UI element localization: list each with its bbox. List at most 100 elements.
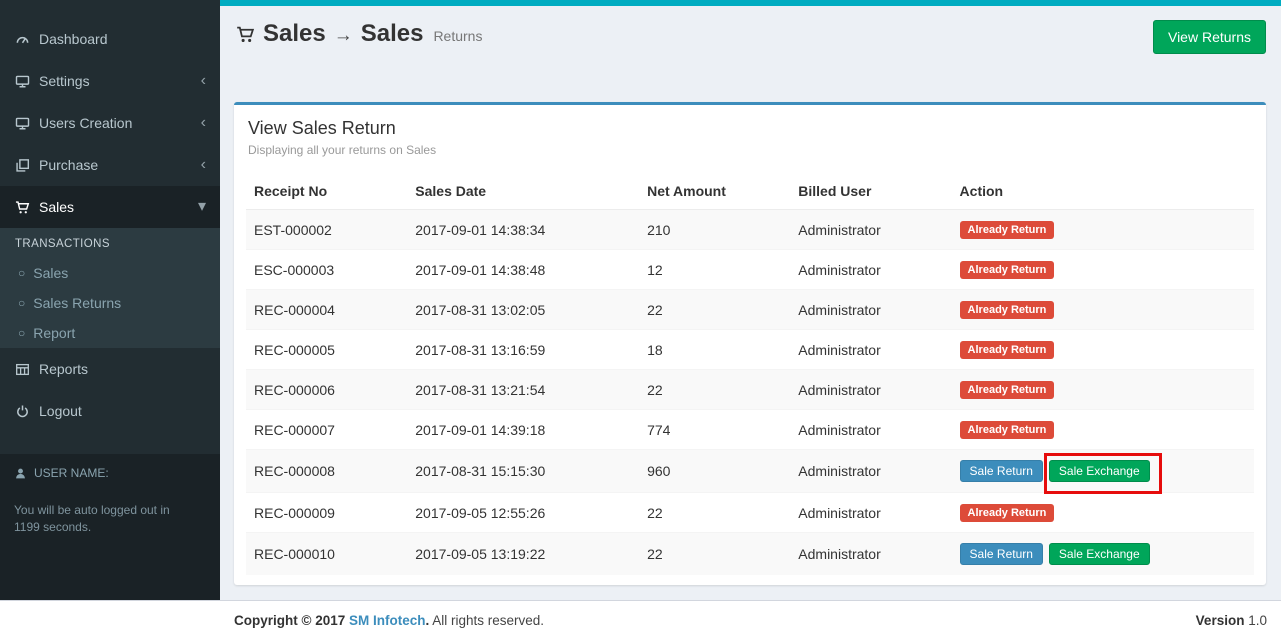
cell-billed-user: Administrator <box>790 449 952 493</box>
sidebar: Dashboard Settings ‹ Users Creation ‹ <box>0 0 220 600</box>
cell-sales-date: 2017-08-31 13:02:05 <box>407 289 640 330</box>
company-link[interactable]: SM Infotech <box>348 612 426 628</box>
sidebar-item-logout[interactable]: Logout <box>0 390 220 432</box>
cell-receipt-no: REC-000005 <box>246 329 408 370</box>
cell-sales-date: 2017-08-31 13:21:54 <box>407 369 640 410</box>
cell-sales-date: 2017-09-01 14:38:34 <box>407 209 640 250</box>
col-action: Action <box>951 173 1254 210</box>
cell-action: Already Return <box>951 289 1254 330</box>
cell-sales-date: 2017-09-05 12:55:26 <box>407 492 640 533</box>
sidebar-item-label: Dashboard <box>39 31 108 47</box>
monitor-icon <box>14 74 30 89</box>
cell-sales-date: 2017-09-01 14:39:18 <box>407 409 640 450</box>
cell-receipt-no: REC-000004 <box>246 289 408 330</box>
cell-sales-date: 2017-09-05 13:19:22 <box>407 532 640 575</box>
version-text: Version 1.0 <box>1195 612 1267 628</box>
cell-receipt-no: ESC-000003 <box>246 249 408 290</box>
cell-receipt-no: REC-000006 <box>246 369 408 410</box>
user-icon <box>14 467 27 480</box>
sale-exchange-button[interactable]: Sale Exchange <box>1048 543 1150 565</box>
sale-return-button[interactable]: Sale Return <box>959 543 1043 565</box>
breadcrumb-secondary: Sales <box>360 20 424 47</box>
col-net-amount: Net Amount <box>639 173 791 210</box>
sidebar-item-label: Purchase <box>39 157 99 173</box>
cell-billed-user: Administrator <box>790 409 952 450</box>
sales-return-table: Receipt No Sales Date Net Amount Billed … <box>246 173 1254 575</box>
content-header: Sales → Sales Returns View Returns <box>220 6 1281 54</box>
sidebar-item-label: Users Creation <box>39 115 133 131</box>
table-row: REC-000009 2017-09-05 12:55:26 22 Administr… <box>246 492 1254 533</box>
chevron-left-icon: ‹ <box>200 72 206 89</box>
sidebar-item-purchase[interactable]: Purchase ‹ <box>0 144 220 186</box>
sidebar-item-label: Reports <box>39 361 89 377</box>
cell-billed-user: Administrator <box>790 369 952 410</box>
circle-icon: ○ <box>18 266 26 280</box>
already-return-badge: Already Return <box>959 381 1055 399</box>
cell-action: Sale Return Sale Exchange <box>951 532 1254 575</box>
dashboard-icon <box>14 32 30 47</box>
table-icon <box>14 362 30 377</box>
cell-billed-user: Administrator <box>790 532 952 575</box>
chevron-left-icon: ‹ <box>200 156 206 173</box>
clone-icon <box>14 158 30 173</box>
cell-action: Already Return <box>951 329 1254 370</box>
sale-exchange-button[interactable]: Sale Exchange <box>1048 460 1150 482</box>
sidebar-item-label: Sales <box>39 199 75 215</box>
cell-action: Already Return <box>951 369 1254 410</box>
cell-action: Already Return <box>951 409 1254 450</box>
cell-action: Already Return <box>951 249 1254 290</box>
cell-net-amount: 774 <box>639 409 791 450</box>
chevron-down-icon: ▾ <box>197 198 206 215</box>
table-row: REC-000006 2017-08-31 13:21:54 22 Administr… <box>246 369 1254 410</box>
cell-sales-date: 2017-08-31 15:15:30 <box>407 449 640 493</box>
submenu-item-label: Report <box>33 325 76 341</box>
cell-billed-user: Administrator <box>790 492 952 533</box>
sidebar-item-settings[interactable]: Settings ‹ <box>0 60 220 102</box>
cell-net-amount: 210 <box>639 209 791 250</box>
sidebar-item-users-creation[interactable]: Users Creation ‹ <box>0 102 220 144</box>
submenu-header-transactions: TRANSACTIONS <box>15 238 110 250</box>
top-accent-strip <box>220 0 1281 6</box>
cell-receipt-no: EST-000002 <box>246 209 408 250</box>
table-row: REC-000010 2017-09-05 13:19:22 22 Administr… <box>246 532 1254 575</box>
cell-billed-user: Administrator <box>790 209 952 250</box>
sidebar-item-dashboard[interactable]: Dashboard <box>0 18 220 60</box>
sales-return-panel: View Sales Return Displaying all your re… <box>234 102 1266 585</box>
submenu-item-sales[interactable]: ○ Sales <box>0 258 220 288</box>
table-header-row: Receipt No Sales Date Net Amount Billed … <box>246 173 1254 210</box>
cell-receipt-no: REC-000008 <box>246 449 408 493</box>
auto-logout-notice: You will be auto logged out in 1199 seco… <box>14 503 170 534</box>
cell-net-amount: 18 <box>639 329 791 370</box>
cell-receipt-no: REC-000010 <box>246 532 408 575</box>
cell-receipt-no: REC-000007 <box>246 409 408 450</box>
already-return-badge: Already Return <box>959 221 1055 239</box>
cell-action: Already Return <box>951 492 1254 533</box>
submenu-item-report[interactable]: ○ Report <box>0 318 220 348</box>
table-row: REC-000008 2017-08-31 15:15:30 960 Administ… <box>246 449 1254 494</box>
cell-net-amount: 12 <box>639 249 791 290</box>
cell-billed-user: Administrator <box>790 329 952 370</box>
sidebar-item-sales[interactable]: Sales ▾ <box>0 186 220 228</box>
cell-net-amount: 22 <box>639 532 791 575</box>
page-title: Sales → Sales Returns <box>236 20 482 48</box>
cell-net-amount: 22 <box>639 492 791 533</box>
sales-submenu: TRANSACTIONS ○ Sales ○ Sales Returns ○ R… <box>0 228 220 348</box>
table-row: ESC-000003 2017-09-01 14:38:48 12 Administr… <box>246 249 1254 290</box>
already-return-badge: Already Return <box>959 261 1055 279</box>
breadcrumb-sub: Returns <box>433 28 483 44</box>
sidebar-item-reports[interactable]: Reports <box>0 348 220 390</box>
view-returns-button[interactable]: View Returns <box>1152 20 1266 54</box>
page-footer: Copyright © 2017 SM Infotech. All rights… <box>0 600 1281 639</box>
submenu-item-sales-returns[interactable]: ○ Sales Returns <box>0 288 220 318</box>
sale-return-button[interactable]: Sale Return <box>959 460 1043 482</box>
cell-net-amount: 960 <box>639 449 791 493</box>
table-row: EST-000002 2017-09-01 14:38:34 210 Administ… <box>246 209 1254 250</box>
arrow-icon: → <box>333 25 353 46</box>
sidebar-item-label: Logout <box>39 403 82 419</box>
cell-action: Already Return <box>951 209 1254 250</box>
sales-return-table-body: EST-000002 2017-09-01 14:38:34 210 Administ… <box>246 209 1254 575</box>
col-sales-date: Sales Date <box>407 173 640 210</box>
already-return-badge: Already Return <box>959 421 1055 439</box>
breadcrumb-primary: Sales <box>263 20 326 47</box>
